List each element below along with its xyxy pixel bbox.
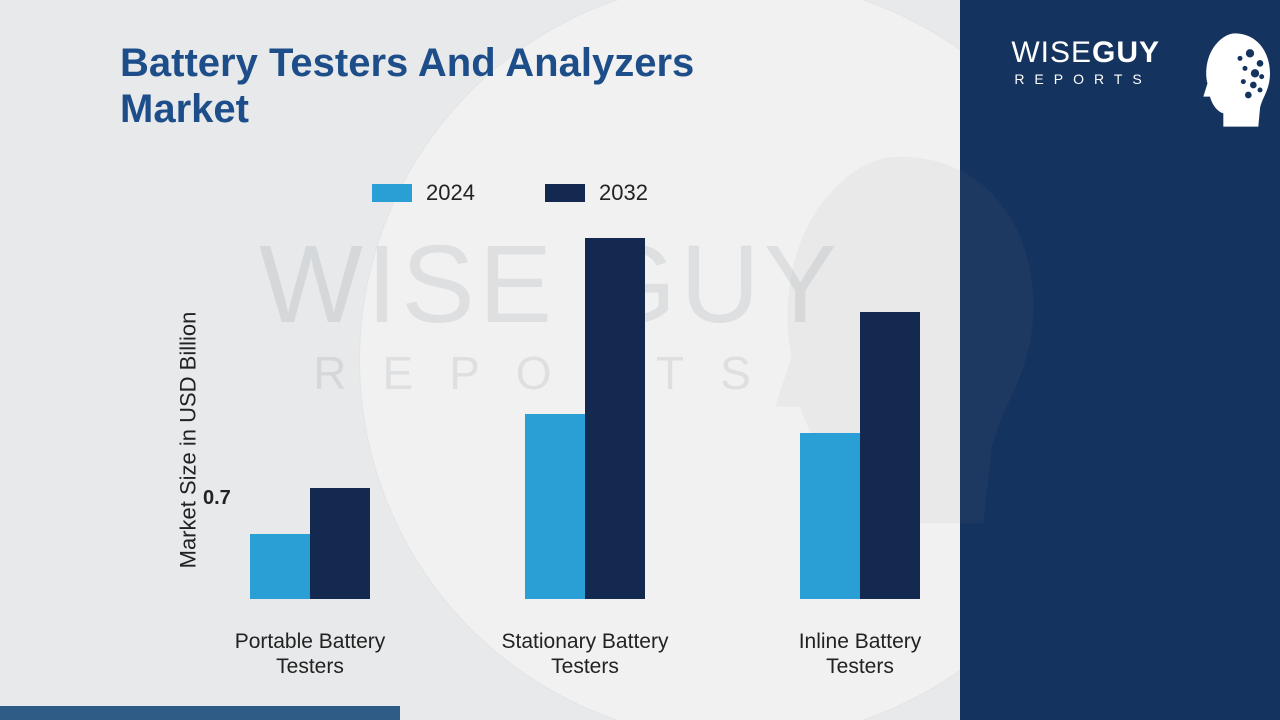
canvas: WISE GUY REPORTS Battery Testers And Ana… <box>0 0 1280 720</box>
bar-group: Portable Battery Testers <box>245 488 375 599</box>
bar <box>250 534 310 599</box>
legend: 2024 2032 <box>100 180 920 206</box>
legend-item-2024: 2024 <box>372 180 475 206</box>
chart: Market Size in USD Billion 2024 2032 Por… <box>100 190 920 690</box>
legend-item-2032: 2032 <box>545 180 648 206</box>
bottom-accent-bar <box>0 706 400 720</box>
bar <box>800 433 860 600</box>
bar-group: Stationary Battery Testers <box>520 238 650 599</box>
x-axis-label: Inline Battery Testers <box>775 629 945 679</box>
brand-logo: WISEGUY REPORTS <box>1011 38 1160 86</box>
page-title: Battery Testers And Analyzers Market <box>120 40 740 132</box>
x-axis-label: Portable Battery Testers <box>225 629 395 679</box>
legend-swatch-2024 <box>372 184 412 202</box>
plot-area: Portable Battery Testers Stationary Batte… <box>150 230 920 600</box>
bar-group: Inline Battery Testers <box>795 312 925 599</box>
legend-swatch-2032 <box>545 184 585 202</box>
brand-word-1: WISE <box>1011 36 1092 69</box>
bar <box>525 414 585 599</box>
bar <box>310 488 370 599</box>
bar <box>860 312 920 599</box>
brand-line2: REPORTS <box>1011 72 1160 86</box>
bar <box>585 238 645 599</box>
value-label: 0.7 <box>203 487 231 510</box>
legend-label-2024: 2024 <box>426 180 475 206</box>
legend-label-2032: 2032 <box>599 180 648 206</box>
brand-line1: WISEGUY <box>1011 38 1160 68</box>
brand-word-2: GUY <box>1092 36 1160 69</box>
x-axis-label: Stationary Battery Testers <box>500 629 670 679</box>
brand-head-icon <box>1190 30 1280 130</box>
